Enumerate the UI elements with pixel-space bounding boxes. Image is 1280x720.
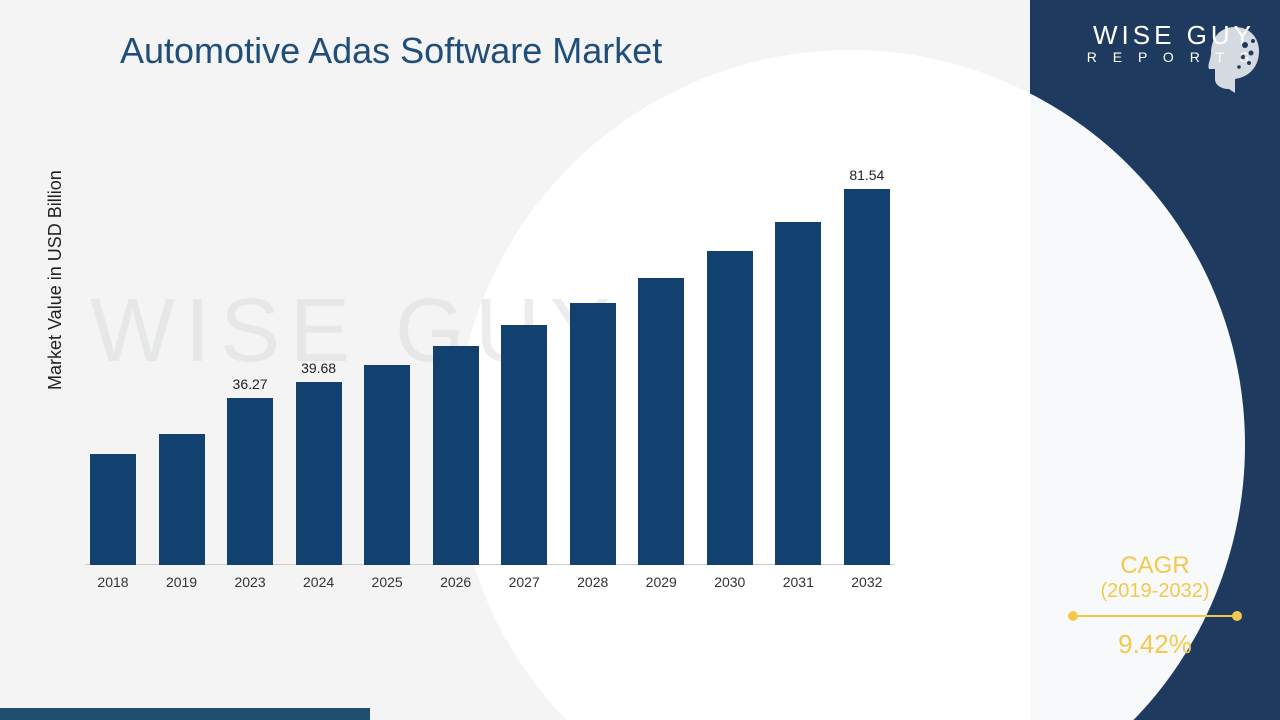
bar-chart: 36.27 39.68 81.54 2018 2019 2023 2024 2025 2026… [85,150,895,590]
bar-2028 [569,303,617,565]
y-axis-label: Market Value in USD Billion [45,170,66,390]
bar-2026 [432,346,480,565]
infographic-canvas: WISE GUY Automotive Adas Software Market… [0,0,1280,720]
bar-rect [159,434,205,565]
x-labels-container: 2018 2019 2023 2024 2025 2026 2027 2028 2029 2030… [85,574,895,590]
cagr-box: CAGR (2019-2032) 9.42% [1065,552,1245,660]
footer-strip [0,708,370,720]
bar-value-label: 36.27 [227,376,273,392]
x-label: 2018 [89,574,137,590]
bar-rect: 81.54 [844,189,890,565]
bar-rect: 36.27 [227,398,273,565]
bar-2024: 39.68 [295,382,343,565]
chart-title: Automotive Adas Software Market [120,30,662,72]
x-label: 2026 [432,574,480,590]
bar-2030 [706,251,754,565]
brand-logo: WISE GUY R E P O R T S [1055,20,1255,65]
bars-container: 36.27 39.68 81.54 [85,150,895,565]
cagr-value: 9.42% [1065,629,1245,660]
bar-rect [570,303,616,565]
x-label: 2030 [706,574,754,590]
x-label: 2024 [295,574,343,590]
x-label: 2027 [500,574,548,590]
bar-rect [433,346,479,565]
bar-rect: 39.68 [296,382,342,565]
x-label: 2019 [158,574,206,590]
bar-2029 [637,278,685,565]
bar-2025 [363,365,411,565]
bar-2023: 36.27 [226,398,274,565]
bar-rect [90,454,136,565]
cagr-divider [1073,615,1237,617]
x-label: 2029 [637,574,685,590]
x-label: 2028 [569,574,617,590]
bar-2018 [89,454,137,565]
bar-value-label: 81.54 [844,167,890,183]
x-label: 2031 [774,574,822,590]
x-label: 2023 [226,574,274,590]
x-label: 2025 [363,574,411,590]
bar-rect [707,251,753,565]
head-icon [1205,25,1265,95]
cagr-label: CAGR [1065,552,1245,580]
bar-2031 [774,222,822,565]
bar-rect [638,278,684,565]
x-label: 2032 [843,574,891,590]
cagr-period: (2019-2032) [1065,580,1245,603]
bar-rect [501,325,547,565]
bar-2027 [500,325,548,565]
bar-rect [775,222,821,565]
bar-value-label: 39.68 [296,360,342,376]
bar-2032: 81.54 [843,189,891,565]
bar-rect [364,365,410,565]
bar-2019 [158,434,206,565]
